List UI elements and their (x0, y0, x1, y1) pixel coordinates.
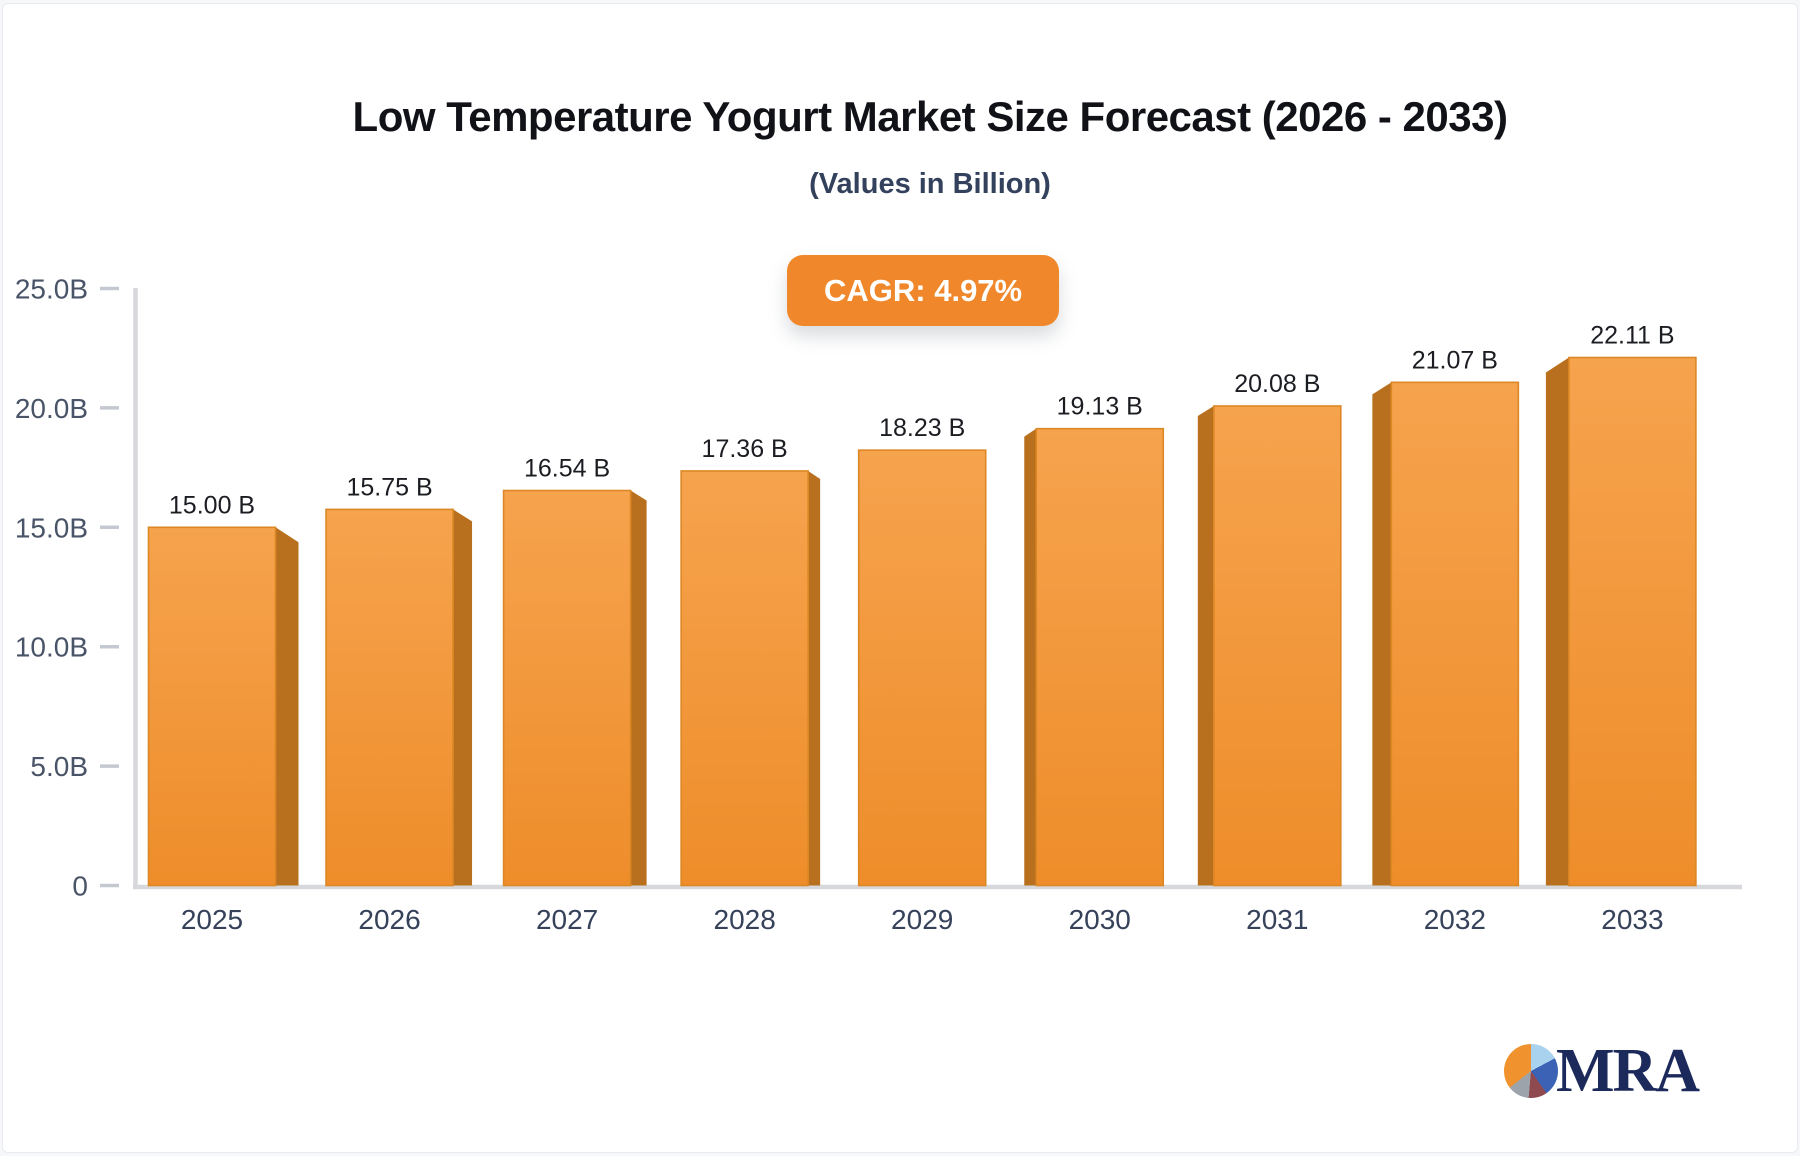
x-tick-label: 2029 (891, 904, 953, 935)
bar-value-label: 22.11 B (1590, 322, 1674, 350)
x-tick-label: 2033 (1601, 904, 1663, 935)
bar-2025[interactable] (147, 526, 299, 887)
chart-title: Low Temperature Yogurt Market Size Forec… (352, 93, 1508, 140)
bar-value-label: 15.75 B (346, 473, 432, 501)
x-tick-label: 2031 (1246, 904, 1308, 935)
bar-2029[interactable] (857, 449, 987, 887)
x-tick-label: 2030 (1069, 904, 1131, 935)
x-tick-label: 2032 (1424, 904, 1486, 935)
bar-front-face (857, 449, 987, 887)
bar-side-face (1197, 405, 1214, 886)
x-tick-label: 2028 (714, 904, 776, 935)
bar-value-label: 16.54 B (524, 455, 610, 483)
bar-2030[interactable] (1024, 427, 1165, 887)
y-tick-label: 0 (72, 871, 88, 902)
bar-value-label: 15.00 B (169, 491, 255, 519)
y-tick-label: 20.0B (15, 393, 88, 424)
bar-value-label: 17.36 B (702, 435, 788, 463)
y-tick-label: 10.0B (15, 632, 88, 663)
chart-subtitle: (Values in Billion) (809, 168, 1051, 200)
bar-side-face (275, 527, 299, 886)
bar-front-face (502, 489, 632, 887)
bar-front-face (325, 508, 454, 887)
bar-front-face (1213, 405, 1342, 887)
bar-front-face (1568, 356, 1697, 887)
y-tick-label: 25.0B (15, 274, 88, 305)
bar-2032[interactable] (1372, 381, 1520, 887)
x-tick-label: 2027 (536, 904, 598, 935)
bar-front-face (1390, 381, 1520, 887)
bar-2026[interactable] (325, 508, 473, 887)
x-tick-label: 2025 (181, 904, 243, 935)
bar-value-label: 18.23 B (879, 414, 965, 442)
bar-2033[interactable] (1545, 356, 1697, 887)
cagr-badge: CAGR: 4.97% (787, 255, 1060, 326)
bar-side-face (1545, 357, 1569, 886)
bar-front-face (680, 470, 809, 887)
bar-side-face (808, 470, 821, 886)
bar-side-face (1372, 382, 1392, 886)
bar-side-face (630, 490, 647, 886)
x-tick-label: 2026 (358, 904, 420, 935)
pie-chart-logo-icon (1504, 1044, 1558, 1098)
bar-2028[interactable] (680, 470, 821, 887)
bar-front-face (147, 526, 277, 887)
bar-2031[interactable] (1197, 405, 1342, 887)
bar-value-label: 19.13 B (1057, 393, 1143, 421)
bar-side-face (453, 509, 473, 886)
mra-logo: MRA (1504, 1037, 1700, 1105)
y-tick-label: 5.0B (30, 751, 88, 782)
bar-value-label: 21.07 B (1412, 346, 1498, 374)
mra-logo-text: MRA (1556, 1037, 1700, 1105)
bar-front-face (1035, 427, 1165, 887)
bar-side-face (1024, 428, 1037, 886)
y-tick-label: 15.0B (15, 512, 88, 543)
bar-value-label: 20.08 B (1234, 370, 1320, 398)
bar-2027[interactable] (502, 489, 647, 887)
